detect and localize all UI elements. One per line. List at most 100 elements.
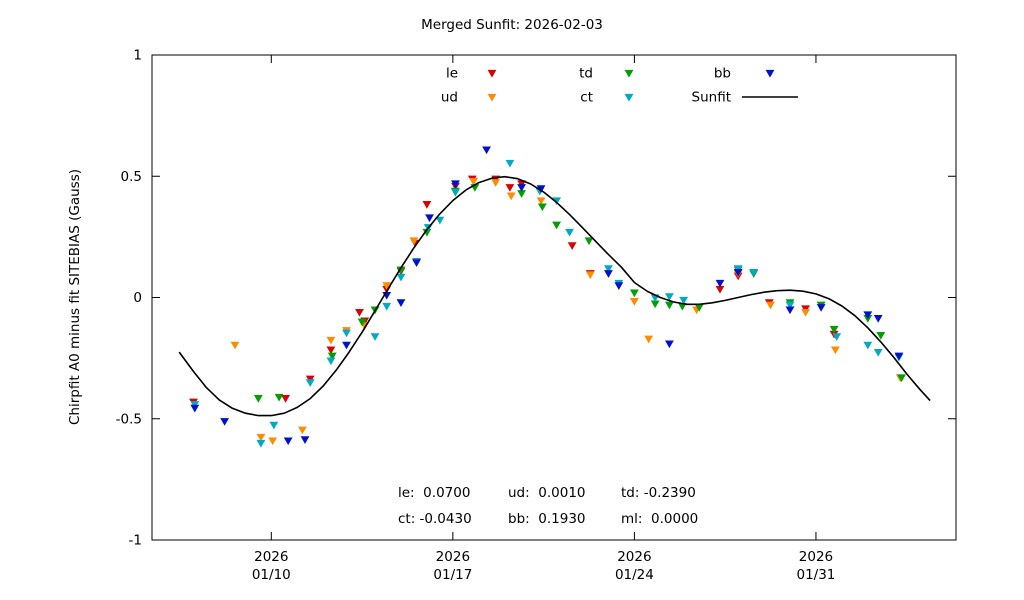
legend-label-bb: bb <box>714 66 731 82</box>
data-point-td <box>876 331 886 340</box>
x-tick-label-date: 01/17 <box>433 567 472 583</box>
x-tick-label-year: 2026 <box>254 549 288 565</box>
data-point-td <box>829 325 839 334</box>
fit-stat: bb: 0.1930 <box>508 511 586 527</box>
data-point-td <box>897 374 906 383</box>
y-tick-label: 1 <box>133 48 142 64</box>
data-point-bb <box>894 352 904 361</box>
data-point-bb <box>220 418 230 426</box>
data-point-ud <box>409 237 419 246</box>
data-point-ud <box>766 301 775 310</box>
data-point-td <box>665 301 674 310</box>
data-point-ct <box>451 188 460 197</box>
fit-stat: ud: 0.0010 <box>508 485 586 501</box>
data-point-td <box>552 221 561 230</box>
data-point-ct <box>749 268 759 277</box>
data-point-td <box>327 352 337 361</box>
data-point-td <box>422 228 432 237</box>
data-point-ct <box>785 301 795 310</box>
data-point-ud <box>491 179 501 187</box>
data-point-ct <box>552 197 561 206</box>
data-point-ct <box>505 159 515 168</box>
data-point-le <box>281 395 290 403</box>
fit-stat: ct: -0.0430 <box>398 511 472 527</box>
legend-label-td: td <box>579 66 593 82</box>
fit-stat: le: 0.0700 <box>398 485 470 501</box>
data-point-bb <box>190 404 200 413</box>
data-point-td <box>694 304 704 312</box>
data-point-bb <box>604 270 613 278</box>
y-tick-label: -1 <box>129 533 142 549</box>
data-point-ct <box>256 439 266 448</box>
data-point-le <box>715 285 725 294</box>
data-point-bb <box>863 311 873 320</box>
legend-label-sunfit: Sunfit <box>692 90 731 106</box>
data-point-bb <box>733 268 743 277</box>
data-point-ct <box>832 333 842 341</box>
data-point-bb <box>816 304 826 312</box>
legend-marker-ud <box>487 93 497 102</box>
data-point-le <box>505 184 515 192</box>
plot-border <box>151 54 957 541</box>
x-tick-label-date: 01/31 <box>796 567 835 583</box>
data-point-td <box>630 289 639 298</box>
data-point-ud <box>630 298 639 306</box>
data-point-ud <box>801 308 810 317</box>
x-tick-label-date: 01/10 <box>252 567 291 583</box>
data-point-td <box>677 302 687 311</box>
data-point-bb <box>412 259 421 267</box>
legend-marker-bb <box>765 69 775 78</box>
data-point-ct <box>305 379 315 387</box>
data-point-td <box>357 318 367 327</box>
data-point-ct <box>604 265 613 273</box>
data-point-ud <box>256 433 266 442</box>
data-point-le <box>355 308 364 317</box>
data-point-bb <box>283 437 293 446</box>
data-point-bb <box>425 214 434 223</box>
data-point-td <box>650 300 660 309</box>
data-point-ct <box>565 228 574 237</box>
data-point-ud <box>644 335 654 344</box>
data-point-ud <box>382 282 392 290</box>
data-point-le <box>326 346 336 355</box>
data-point-ct <box>665 293 674 301</box>
data-point-td <box>537 203 547 212</box>
x-tick-label-date: 01/24 <box>615 567 654 583</box>
legend-label-ct: ct <box>580 90 593 106</box>
data-point-le <box>567 242 577 250</box>
chart-title: Merged Sunfit: 2026-02-03 <box>421 17 603 33</box>
sunfit-curve <box>178 175 931 417</box>
data-point-ct <box>863 341 873 350</box>
data-point-ud <box>268 437 277 446</box>
legend-marker-td <box>624 69 634 78</box>
data-point-td <box>517 190 526 198</box>
legend-marker-ct <box>624 93 634 102</box>
fit-stat: td: -0.2390 <box>621 485 696 501</box>
y-tick-label: 0.5 <box>121 169 142 185</box>
data-point-ud <box>831 346 840 355</box>
data-point-bb <box>614 282 624 290</box>
x-tick-label-year: 2026 <box>436 549 470 565</box>
legend-label-le: le <box>446 66 458 82</box>
data-point-ct <box>873 348 883 357</box>
legend-label-ud: ud <box>441 90 458 106</box>
data-point-ud <box>230 341 240 350</box>
y-tick-label: -0.5 <box>116 411 142 427</box>
data-point-td <box>584 237 594 246</box>
data-point-bb <box>342 341 351 350</box>
data-point-ct <box>679 296 689 305</box>
data-point-bb <box>451 180 460 189</box>
data-point-ud <box>506 192 516 201</box>
x-tick-label-year: 2026 <box>617 549 651 565</box>
data-point-ct <box>396 273 406 282</box>
data-point-ct <box>370 333 380 341</box>
data-point-ct <box>269 421 279 430</box>
data-point-bb <box>785 306 795 315</box>
data-point-ud <box>298 426 307 435</box>
data-point-ud <box>326 336 336 345</box>
data-point-td <box>274 393 284 402</box>
data-point-td <box>396 266 406 275</box>
data-point-bb <box>536 185 546 193</box>
data-point-bb <box>517 184 526 192</box>
